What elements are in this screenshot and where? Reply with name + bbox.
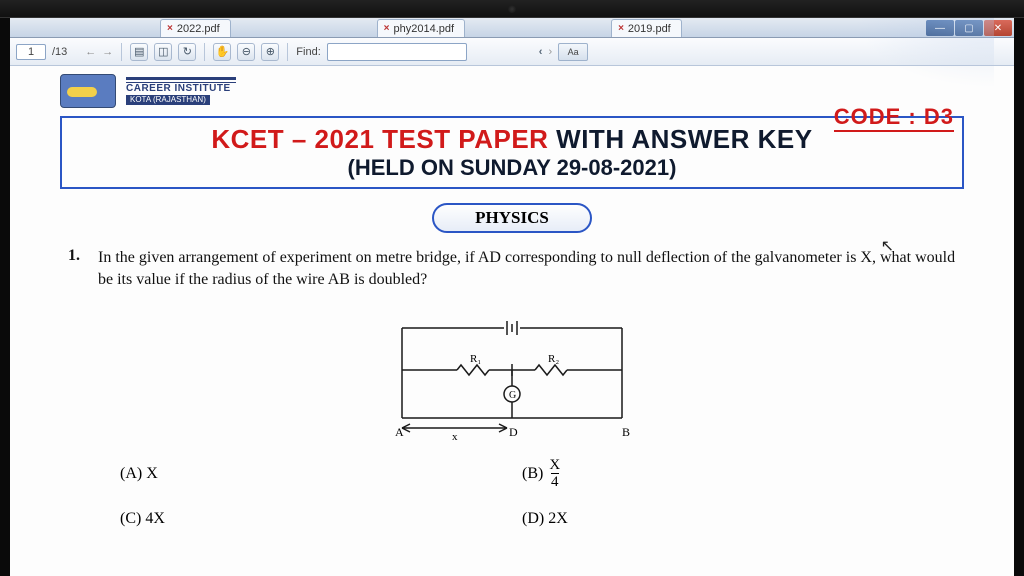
cursor-icon: ↖ [881, 236, 894, 256]
option-a: (A) X [120, 458, 522, 490]
g-label: G [509, 390, 516, 401]
minimize-button[interactable]: — [926, 20, 954, 36]
b-label: B [622, 425, 630, 439]
separator [204, 43, 205, 61]
separator [287, 43, 288, 61]
webcam [508, 5, 516, 13]
rotate-icon[interactable]: ↻ [178, 43, 196, 61]
r2-label: R₂ [548, 353, 559, 365]
text-size-dropdown[interactable]: Aa [558, 43, 588, 61]
title-main: KCET – 2021 TEST PAPER WITH ANSWER KEY [72, 124, 952, 155]
option-c: (C) 4X [120, 510, 522, 528]
institute-header: CAREER INSTITUTE KOTA (RAJASTHAN) [60, 74, 964, 108]
question-text: In the given arrangement of experiment o… [98, 247, 964, 290]
institute-logo [60, 74, 116, 108]
page-current-input[interactable]: 1 [16, 44, 46, 60]
laptop-bezel [0, 0, 1024, 18]
window-controls: — ▢ ✕ [926, 20, 1012, 36]
section-label: PHYSICS [432, 203, 592, 233]
sidebar-icon[interactable]: ▤ [130, 43, 148, 61]
title-sub: (HELD ON SUNDAY 29-08-2021) [72, 155, 952, 181]
close-icon[interactable]: × [618, 23, 624, 34]
circuit-diagram: R₁ R₂ G A D B x [362, 308, 662, 448]
x-label: x [452, 431, 458, 443]
close-button[interactable]: ✕ [984, 20, 1012, 36]
code-label: CODE : D3 [834, 104, 954, 132]
option-d: (D) 2X [522, 510, 924, 528]
tab-label: 2019.pdf [628, 23, 671, 35]
find-label: Find: [296, 46, 320, 58]
separator [121, 43, 122, 61]
toolbar: 1 /13 ← → ▤ ◫ ↻ ✋ ⊖ ⊕ Find: ‹ › Aa [10, 38, 1014, 66]
r1-label: R₁ [470, 353, 481, 365]
question-1: 1. In the given arrangement of experimen… [60, 247, 964, 290]
tab-label: 2022.pdf [177, 23, 220, 35]
hand-icon[interactable]: ✋ [213, 43, 231, 61]
document-page: CAREER INSTITUTE KOTA (RAJASTHAN) CODE :… [10, 66, 1014, 576]
close-icon[interactable]: × [384, 23, 390, 34]
zoom-in-icon[interactable]: ⊕ [261, 43, 279, 61]
tab-phy2014[interactable]: × phy2014.pdf [377, 19, 465, 37]
tab-2022[interactable]: × 2022.pdf [160, 19, 231, 37]
page-total: /13 [52, 46, 67, 58]
pdf-viewer-window: × 2022.pdf × phy2014.pdf × 2019.pdf 1 /1… [10, 18, 1014, 576]
question-number: 1. [60, 247, 80, 290]
tab-label: phy2014.pdf [394, 23, 455, 35]
d-label: D [509, 425, 518, 439]
options: (A) X (B) X 4 (C) 4X (D) 2X [60, 458, 964, 528]
institute-text: CAREER INSTITUTE KOTA (RAJASTHAN) [126, 77, 236, 106]
maximize-button[interactable]: ▢ [955, 20, 983, 36]
find-input[interactable] [327, 43, 467, 61]
page-icon[interactable]: ◫ [154, 43, 172, 61]
a-label: A [395, 425, 404, 439]
tab-bar: × 2022.pdf × phy2014.pdf × 2019.pdf [10, 18, 1014, 38]
title-box: KCET – 2021 TEST PAPER WITH ANSWER KEY (… [60, 116, 964, 189]
close-icon[interactable]: × [167, 23, 173, 34]
zoom-out-icon[interactable]: ⊖ [237, 43, 255, 61]
tab-2019[interactable]: × 2019.pdf [611, 19, 682, 37]
option-b: (B) X 4 [522, 458, 924, 490]
